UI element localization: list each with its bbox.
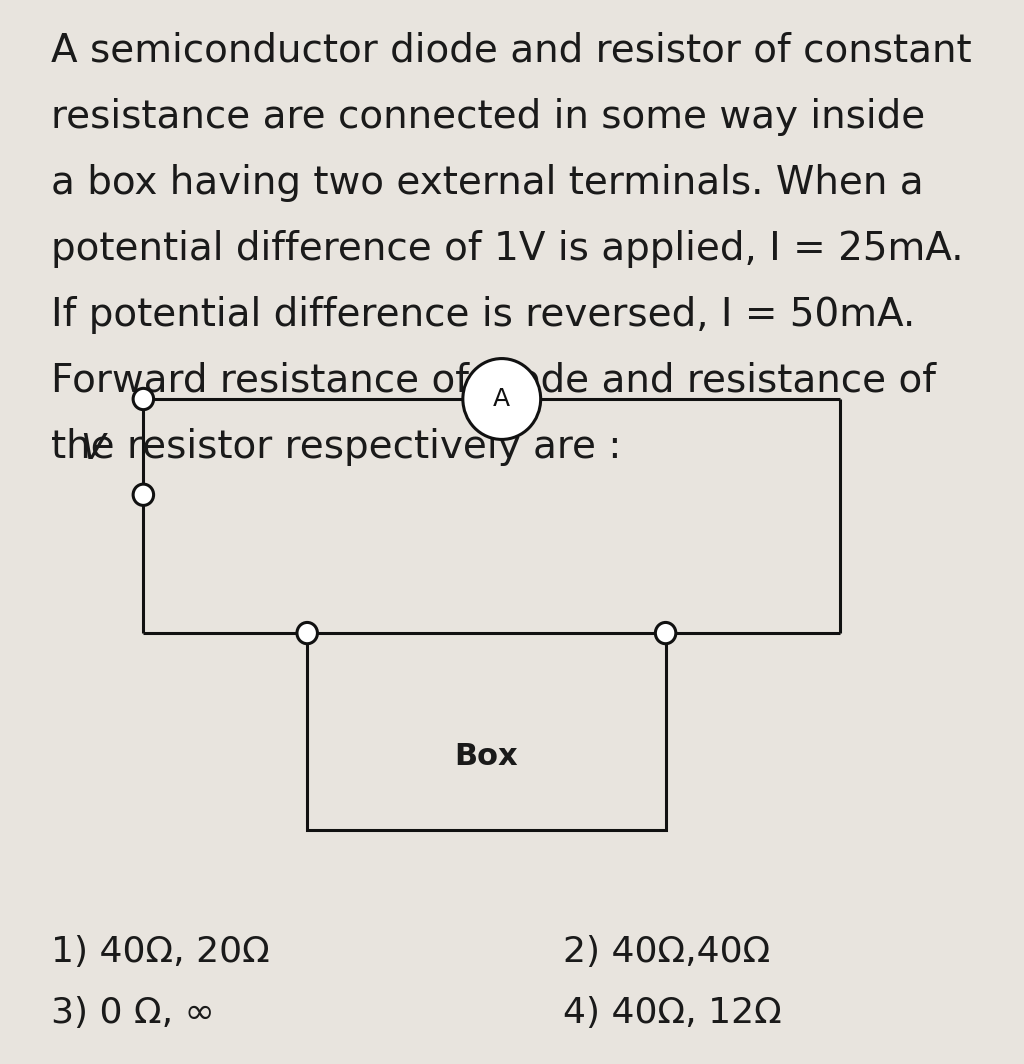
Circle shape	[133, 388, 154, 410]
Text: A semiconductor diode and resistor of constant: A semiconductor diode and resistor of co…	[51, 32, 972, 70]
Bar	[307, 633, 666, 830]
Circle shape	[133, 484, 154, 505]
Circle shape	[655, 622, 676, 644]
Text: A: A	[494, 387, 510, 411]
Text: 2) 40Ω,40Ω: 2) 40Ω,40Ω	[563, 935, 770, 969]
Text: a box having two external terminals. When a: a box having two external terminals. Whe…	[51, 164, 924, 202]
Text: the resistor respectively are :: the resistor respectively are :	[51, 428, 622, 466]
Text: Forward resistance of diode and resistance of: Forward resistance of diode and resistan…	[51, 362, 936, 400]
Text: resistance are connected in some way inside: resistance are connected in some way ins…	[51, 98, 926, 136]
Text: 3) 0 Ω, ∞: 3) 0 Ω, ∞	[51, 996, 215, 1030]
Text: 4) 40Ω, 12Ω: 4) 40Ω, 12Ω	[563, 996, 782, 1030]
Text: If potential difference is reversed, I = 50mA.: If potential difference is reversed, I =…	[51, 296, 915, 334]
Circle shape	[463, 359, 541, 439]
Circle shape	[297, 622, 317, 644]
Text: 1) 40Ω, 20Ω: 1) 40Ω, 20Ω	[51, 935, 270, 969]
Text: V: V	[80, 432, 104, 466]
Text: potential difference of 1V is applied, I = 25mA.: potential difference of 1V is applied, I…	[51, 230, 964, 268]
Text: Box: Box	[455, 742, 518, 770]
